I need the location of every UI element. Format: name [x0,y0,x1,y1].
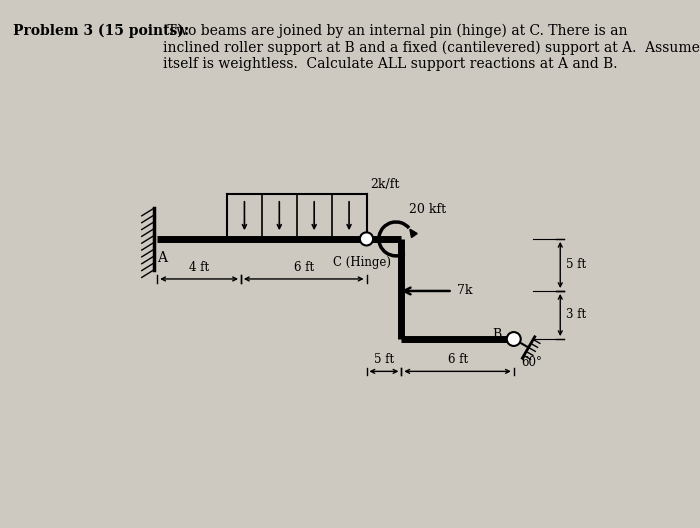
Text: Problem 3 (15 points):: Problem 3 (15 points): [13,24,189,38]
Text: 60°: 60° [522,356,542,369]
Text: 3 ft: 3 ft [566,308,587,322]
Text: Two beams are joined by an internal pin (hinge) at C. There is an
inclined rolle: Two beams are joined by an internal pin … [163,24,700,71]
Text: 4 ft: 4 ft [189,261,209,274]
Text: 6 ft: 6 ft [447,353,468,366]
Text: 6 ft: 6 ft [294,261,314,274]
Text: A: A [158,251,167,265]
Circle shape [360,232,373,246]
Polygon shape [410,229,417,238]
Text: B: B [492,328,501,341]
Text: 2k/ft: 2k/ft [370,178,400,191]
Circle shape [507,332,521,346]
Text: 20 kft: 20 kft [409,203,447,216]
Text: 7k: 7k [457,285,473,297]
Text: C (Hinge): C (Hinge) [333,256,391,269]
Text: 5 ft: 5 ft [374,353,394,366]
Text: 5 ft: 5 ft [566,258,587,271]
